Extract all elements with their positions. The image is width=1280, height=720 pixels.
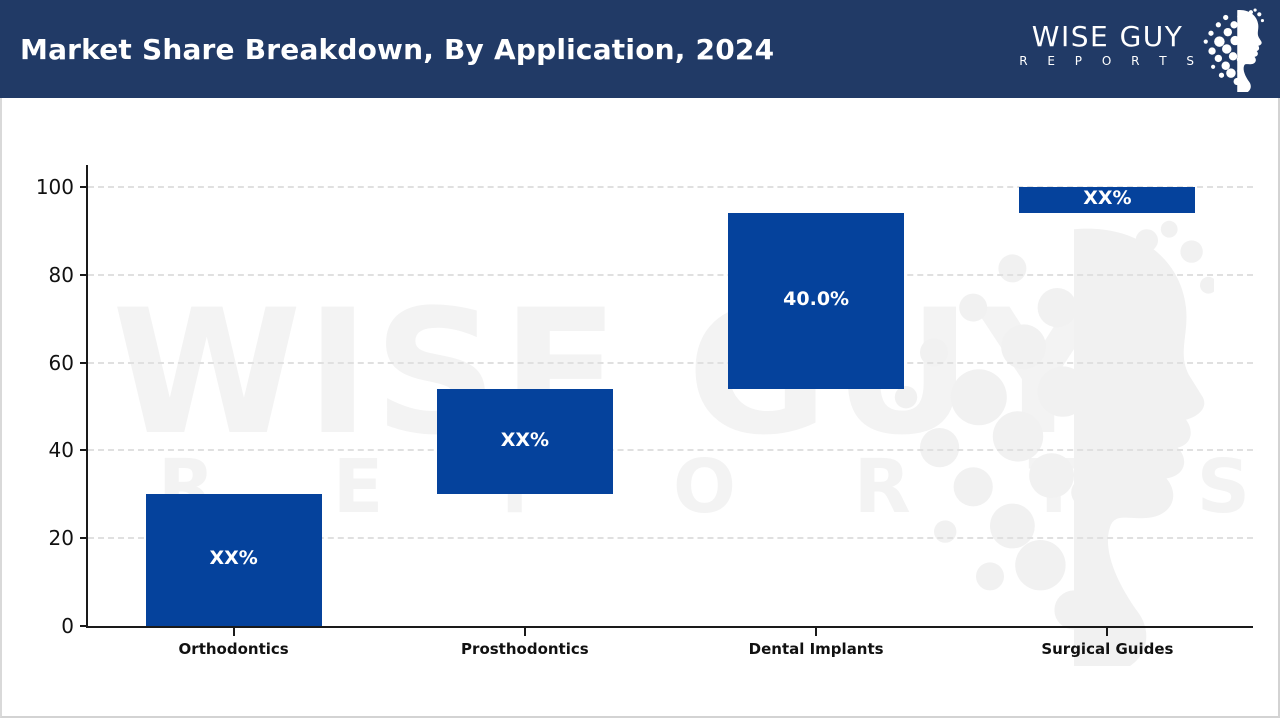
y-tick-60 [80, 361, 88, 364]
y-tick-80 [80, 273, 88, 276]
bar-value-label-orthodontics: XX% [209, 547, 258, 570]
bar-dental-implants [728, 213, 905, 389]
bar-value-label-surgical-guides: XX% [1083, 187, 1132, 210]
x-tick-prosthodontics [523, 628, 526, 636]
gridline-20 [88, 537, 1253, 540]
x-tick-label-surgical-guides: Surgical Guides [1041, 640, 1174, 658]
y-tick-0 [80, 625, 88, 627]
logo-subtitle: R E P O R T S [1019, 53, 1202, 68]
y-tick-label-40: 40 [48, 438, 74, 463]
bar-prosthodontics [436, 388, 613, 495]
watermark-face-icon [894, 220, 1214, 666]
gridline-80 [88, 273, 1253, 276]
y-tick-label-100: 100 [35, 175, 74, 199]
logo-face-icon [1203, 8, 1264, 92]
wise-guy-logo: WISE GUY R E P O R T S [1009, 6, 1264, 94]
y-tick-label-0: 0 [61, 614, 74, 638]
x-tick-surgical-guides [1106, 628, 1109, 636]
x-tick-label-dental-implants: Dental Implants [748, 640, 884, 658]
y-tick-label-60: 60 [48, 350, 74, 375]
bar-surgical-guides [1019, 187, 1196, 214]
chart-title: Market Share Breakdown, By Application, … [20, 32, 775, 66]
bar-value-label-prosthodontics: XX% [500, 428, 550, 451]
y-tick-label-20: 20 [48, 526, 74, 551]
x-tick-dental-implants [815, 628, 818, 636]
header-bar: Market Share Breakdown, By Application, … [0, 0, 1280, 98]
bar-value-label-dental-implants: 40.0% [783, 288, 850, 311]
y-axis-spine [86, 165, 88, 628]
logo-text: WISE GUY R E P O R T S [1013, 20, 1202, 68]
y-tick-100 [80, 186, 88, 188]
gridline-100 [88, 186, 1253, 188]
bar-orthodontics [145, 494, 322, 626]
x-tick-label-prosthodontics: Prosthodontics [461, 640, 589, 658]
x-axis-spine [86, 626, 1253, 628]
y-tick-label-80: 80 [48, 262, 74, 287]
gridline-60 [88, 361, 1253, 364]
y-tick-20 [80, 537, 88, 540]
x-tick-orthodontics [232, 628, 235, 636]
logo-wordmark: WISE GUY [1031, 20, 1184, 53]
x-tick-label-orthodontics: Orthodontics [178, 640, 289, 658]
y-tick-40 [80, 449, 88, 452]
gridline-40 [88, 449, 1253, 452]
